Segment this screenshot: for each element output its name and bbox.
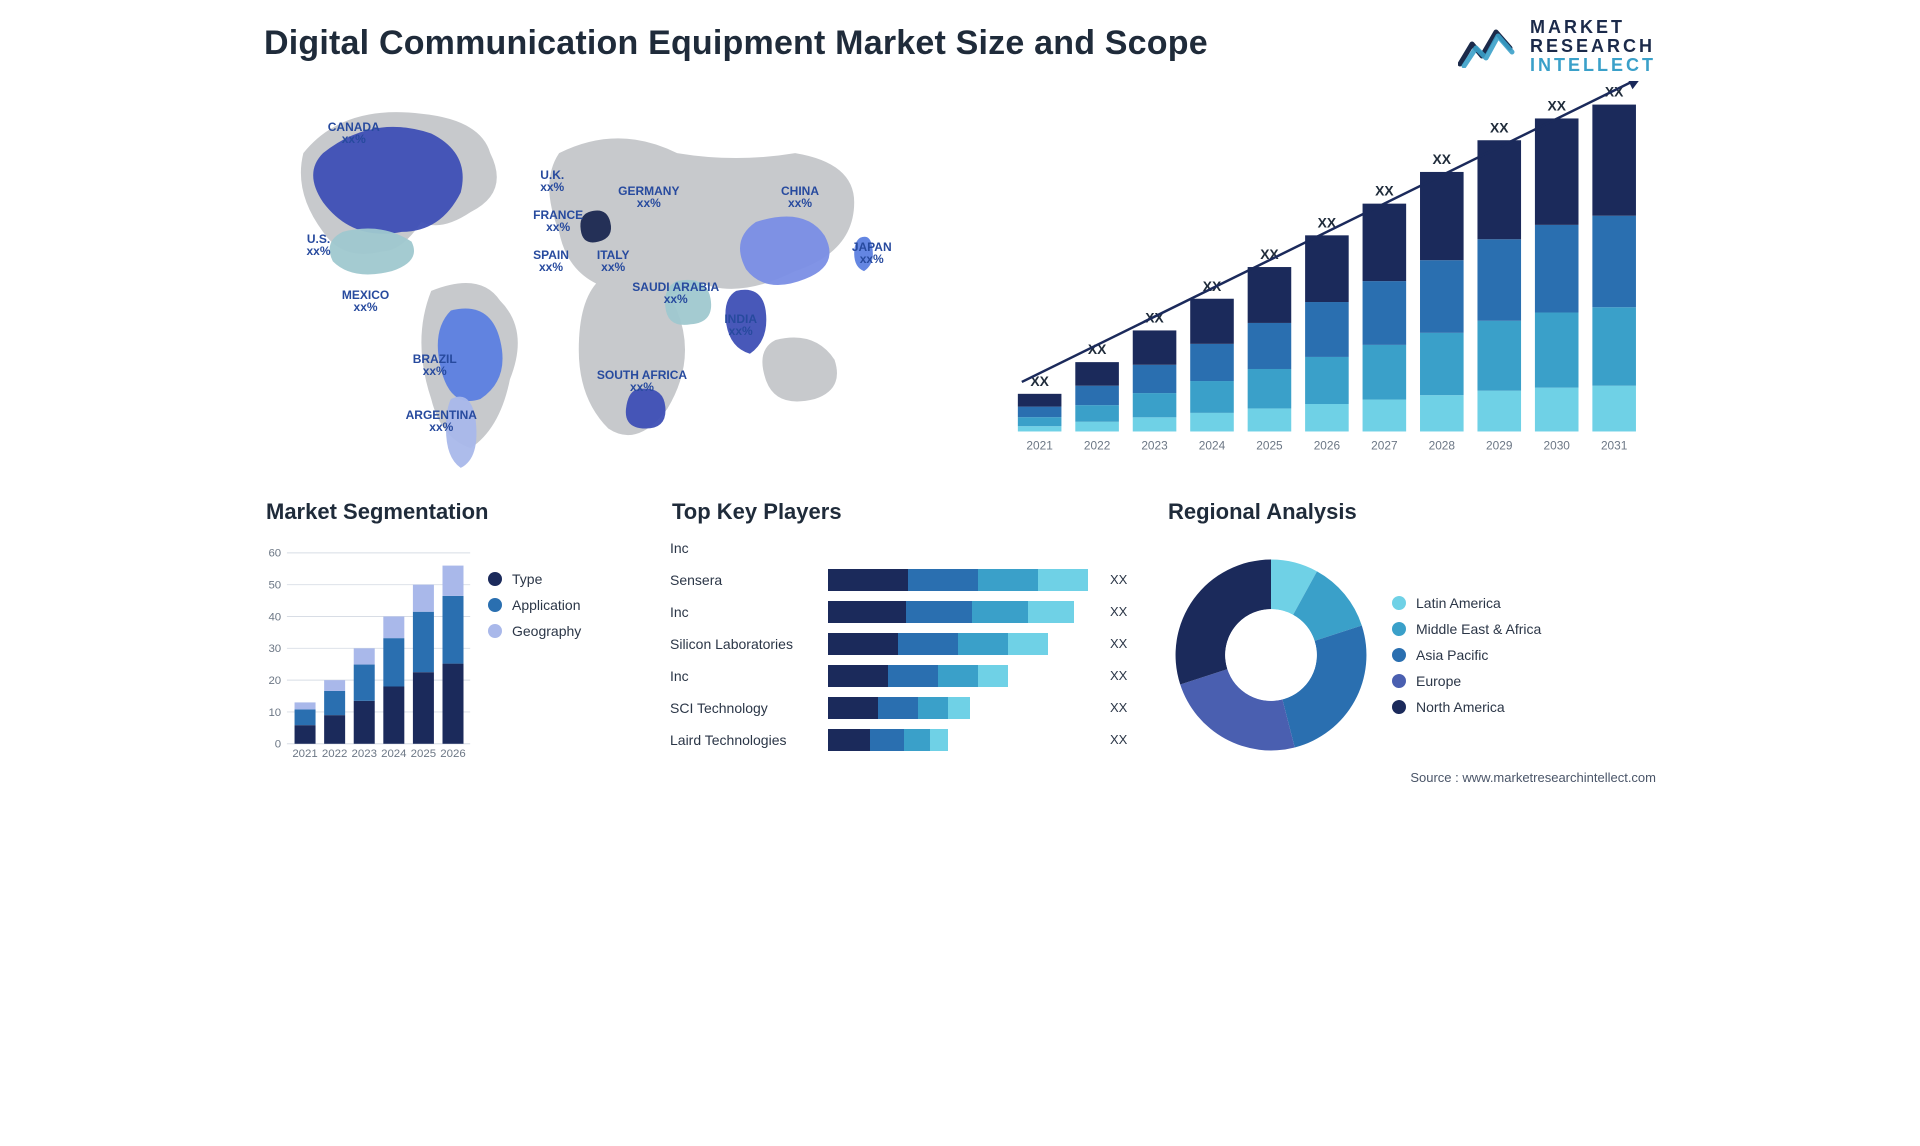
map-label-india: INDIAxx% bbox=[724, 313, 757, 338]
player-bar bbox=[828, 569, 1102, 591]
player-value: XX bbox=[1110, 604, 1140, 619]
svg-text:2022: 2022 bbox=[322, 748, 347, 760]
svg-text:2024: 2024 bbox=[1199, 438, 1226, 452]
brand-text: MARKET RESEARCH INTELLECT bbox=[1530, 18, 1656, 75]
map-label-saudi-arabia: SAUDI ARABIAxx% bbox=[632, 281, 719, 306]
brand-line1: MARKET bbox=[1530, 18, 1656, 37]
player-row: SCI Technology XX bbox=[670, 695, 1140, 721]
player-row: Laird Technologies XX bbox=[670, 727, 1140, 753]
svg-text:2027: 2027 bbox=[1371, 438, 1397, 452]
region-legend-item: Europe bbox=[1392, 673, 1656, 689]
svg-text:2025: 2025 bbox=[411, 748, 436, 760]
player-bar bbox=[828, 633, 1102, 655]
svg-text:2024: 2024 bbox=[381, 748, 407, 760]
svg-text:40: 40 bbox=[268, 611, 281, 623]
player-bar bbox=[828, 601, 1102, 623]
player-value: XX bbox=[1110, 668, 1140, 683]
map-label-france: FRANCExx% bbox=[533, 209, 583, 234]
player-name: Sensera bbox=[670, 572, 820, 588]
svg-text:10: 10 bbox=[268, 706, 281, 718]
keyplayers-block: IncSenseraXXIncXXSilicon LaboratoriesXXI… bbox=[670, 535, 1140, 775]
player-name: Silicon Laboratories bbox=[670, 636, 820, 652]
region-legend-item: North America bbox=[1392, 699, 1656, 715]
regional-donut bbox=[1166, 550, 1376, 760]
brand-line3: INTELLECT bbox=[1530, 56, 1656, 75]
map-label-argentina: ARGENTINAxx% bbox=[406, 409, 477, 434]
player-row: Inc bbox=[670, 535, 1140, 561]
map-label-germany: GERMANYxx% bbox=[618, 185, 679, 210]
map-label-china: CHINAxx% bbox=[781, 185, 819, 210]
player-name: Inc bbox=[670, 540, 820, 556]
svg-text:2028: 2028 bbox=[1429, 438, 1456, 452]
map-label-japan: JAPANxx% bbox=[852, 241, 892, 266]
svg-text:2021: 2021 bbox=[292, 748, 317, 760]
seg-legend-item: Application bbox=[488, 597, 644, 613]
player-row: Inc XX bbox=[670, 663, 1140, 689]
player-value: XX bbox=[1110, 700, 1140, 715]
growth-chart: XX2021XX2022XX2023XX2024XX2025XX2026XX20… bbox=[1002, 81, 1656, 461]
map-label-south-africa: SOUTH AFRICAxx% bbox=[597, 369, 687, 394]
map-label-u-s-: U.S.xx% bbox=[306, 233, 330, 258]
svg-text:2031: 2031 bbox=[1601, 438, 1628, 452]
map-label-u-k-: U.K.xx% bbox=[540, 169, 564, 194]
svg-text:2026: 2026 bbox=[1314, 438, 1341, 452]
player-name: Inc bbox=[670, 668, 820, 684]
map-label-mexico: MEXICOxx% bbox=[342, 289, 389, 314]
player-value: XX bbox=[1110, 732, 1140, 747]
svg-text:XX: XX bbox=[1548, 97, 1567, 113]
svg-text:2030: 2030 bbox=[1544, 438, 1571, 452]
player-value: XX bbox=[1110, 572, 1140, 587]
brand-mark-icon bbox=[1458, 24, 1516, 68]
svg-text:50: 50 bbox=[268, 579, 281, 591]
player-bar bbox=[828, 665, 1102, 687]
region-legend-item: Middle East & Africa bbox=[1392, 621, 1656, 637]
svg-text:0: 0 bbox=[275, 738, 281, 750]
region-legend-item: Asia Pacific bbox=[1392, 647, 1656, 663]
player-row: Silicon Laboratories XX bbox=[670, 631, 1140, 657]
map-label-canada: CANADAxx% bbox=[328, 121, 380, 146]
seg-legend-item: Geography bbox=[488, 623, 644, 639]
svg-text:30: 30 bbox=[268, 643, 281, 655]
player-row: Inc XX bbox=[670, 599, 1140, 625]
player-bar bbox=[828, 729, 1102, 751]
svg-text:2029: 2029 bbox=[1486, 438, 1513, 452]
svg-text:2025: 2025 bbox=[1256, 438, 1283, 452]
world-map-block: CANADAxx% U.S.xx% MEXICOxx% BRAZILxx% ARGENT… bbox=[264, 81, 972, 481]
player-row: Sensera XX bbox=[670, 567, 1140, 593]
regional-title: Regional Analysis bbox=[1168, 499, 1656, 525]
brand-line2: RESEARCH bbox=[1530, 37, 1656, 56]
page-title: Digital Communication Equipment Market S… bbox=[264, 24, 1208, 63]
player-name: SCI Technology bbox=[670, 700, 820, 716]
keyplayers-title: Top Key Players bbox=[672, 499, 1140, 525]
svg-text:2022: 2022 bbox=[1084, 438, 1110, 452]
player-bar bbox=[828, 697, 1102, 719]
seg-legend-item: Type bbox=[488, 571, 644, 587]
svg-text:20: 20 bbox=[268, 675, 281, 687]
brand-logo-block: MARKET RESEARCH INTELLECT bbox=[1458, 18, 1656, 75]
map-label-brazil: BRAZILxx% bbox=[413, 353, 457, 378]
segmentation-title: Market Segmentation bbox=[266, 499, 644, 525]
regional-legend: Latin America Middle East & Africa Asia Pa… bbox=[1392, 585, 1656, 725]
svg-text:60: 60 bbox=[268, 547, 281, 559]
segmentation-block: 0 10 20 30 40 50 60 2021 2022 2023 2024 2025 2026 Ty… bbox=[264, 535, 644, 775]
regional-block: Latin America Middle East & Africa Asia Pa… bbox=[1166, 535, 1656, 775]
svg-text:XX: XX bbox=[1433, 151, 1452, 167]
footer-source: Source : www.marketresearchintellect.com bbox=[1410, 770, 1656, 785]
svg-text:2021: 2021 bbox=[1027, 438, 1054, 452]
region-legend-item: Latin America bbox=[1392, 595, 1656, 611]
svg-text:2023: 2023 bbox=[352, 748, 377, 760]
svg-text:XX: XX bbox=[1490, 119, 1509, 135]
player-bar bbox=[828, 537, 1102, 559]
svg-text:2026: 2026 bbox=[440, 748, 465, 760]
map-label-spain: SPAINxx% bbox=[533, 249, 569, 274]
player-name: Laird Technologies bbox=[670, 732, 820, 748]
svg-text:2023: 2023 bbox=[1142, 438, 1169, 452]
player-value: XX bbox=[1110, 636, 1140, 651]
map-label-italy: ITALYxx% bbox=[597, 249, 630, 274]
segmentation-legend: Type Application Geography bbox=[488, 535, 644, 775]
player-name: Inc bbox=[670, 604, 820, 620]
svg-text:XX: XX bbox=[1375, 182, 1394, 198]
